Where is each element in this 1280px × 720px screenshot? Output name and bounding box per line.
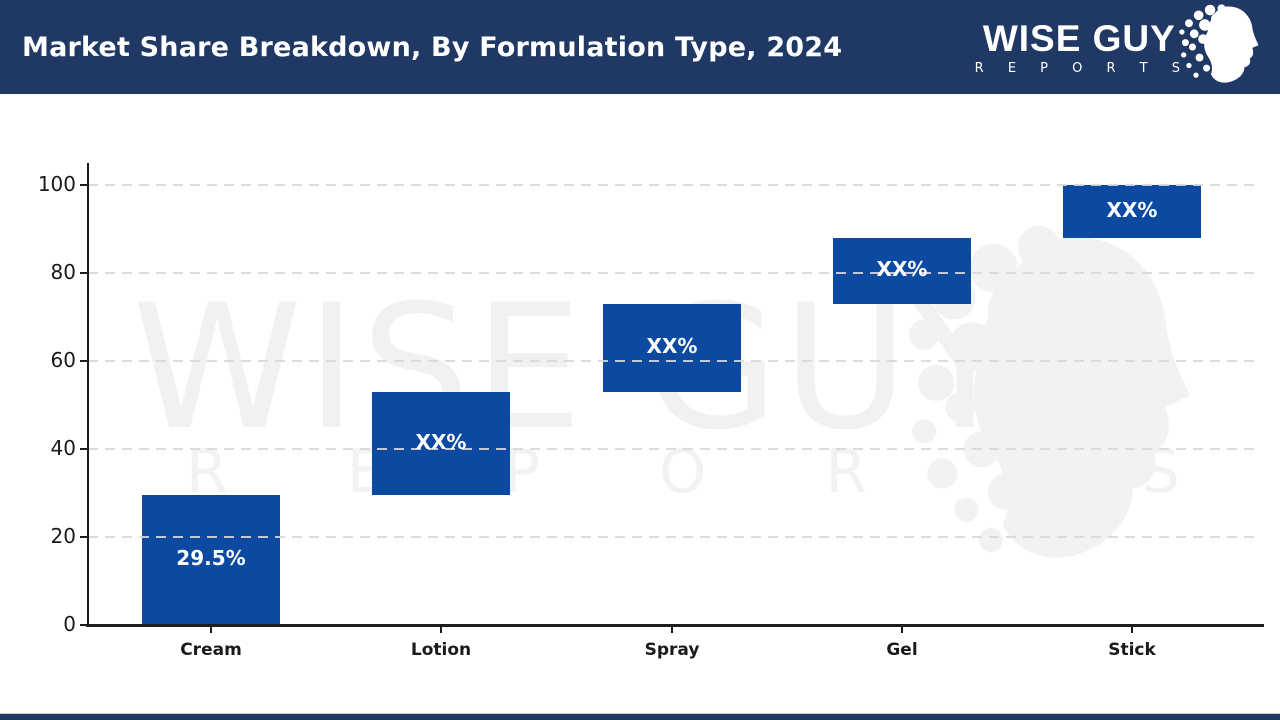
y-tick-label-40: 40 [50, 436, 76, 460]
footer-accent-bar [0, 714, 1280, 720]
gridline-40 [88, 448, 1260, 450]
wiseguy-logo: WISE GUY R E P O R T S [969, 3, 1262, 91]
y-tick-label-80: 80 [50, 260, 76, 284]
bar-value-label: XX% [1106, 198, 1158, 222]
y-tick-80 [80, 272, 87, 274]
gridline-100 [88, 184, 1260, 186]
y-tick-label-100: 100 [37, 172, 76, 196]
bar-cream [142, 495, 280, 625]
y-tick-100 [80, 184, 87, 186]
bar-value-label: XX% [876, 257, 928, 281]
logo-subtitle: R E P O R T S [974, 60, 1190, 76]
gridline-80 [88, 272, 1260, 274]
gridline-20 [88, 536, 1260, 538]
x-axis-label-cream: Cream [180, 640, 242, 660]
page-title: Market Share Breakdown, By Formulation T… [22, 31, 843, 63]
x-axis-label-spray: Spray [644, 640, 700, 660]
x-tick-cream [210, 626, 212, 633]
footer-divider [0, 713, 1280, 714]
x-tick-spray [671, 626, 673, 633]
x-axis-spine [86, 624, 1264, 627]
y-tick-label-0: 0 [63, 612, 76, 636]
y-tick-0 [80, 624, 87, 626]
bar-spray [603, 304, 741, 392]
x-axis-label-lotion: Lotion [410, 640, 472, 660]
logo-face-icon [1179, 4, 1259, 83]
bar-value-label: XX% [415, 430, 467, 454]
x-tick-lotion [440, 626, 442, 633]
y-tick-60 [80, 360, 87, 362]
bar-lotion [372, 392, 510, 495]
y-axis-spine [87, 163, 89, 626]
y-tick-label-60: 60 [50, 348, 76, 372]
x-axis-label-stick: Stick [1108, 640, 1156, 660]
x-tick-stick [1131, 626, 1133, 633]
header-bar: Market Share Breakdown, By Formulation T… [0, 0, 1280, 94]
bar-value-label: 29.5% [176, 546, 246, 570]
y-tick-20 [80, 536, 87, 538]
x-tick-gel [901, 626, 903, 633]
bar-stick [1063, 185, 1201, 238]
y-tick-label-20: 20 [50, 524, 76, 548]
bar-value-label: XX% [646, 334, 698, 358]
gridline-60 [88, 360, 1260, 362]
bar-gel [833, 238, 971, 304]
watermark-face-icon [909, 225, 1190, 558]
logo-text: WISE GUY R E P O R T S [969, 20, 1190, 75]
logo-wordmark: WISE GUY [982, 17, 1176, 59]
y-tick-40 [80, 448, 87, 450]
watermark-text-wiseguy: WISE GUY [132, 267, 1022, 468]
x-axis-label-gel: Gel [886, 640, 918, 660]
